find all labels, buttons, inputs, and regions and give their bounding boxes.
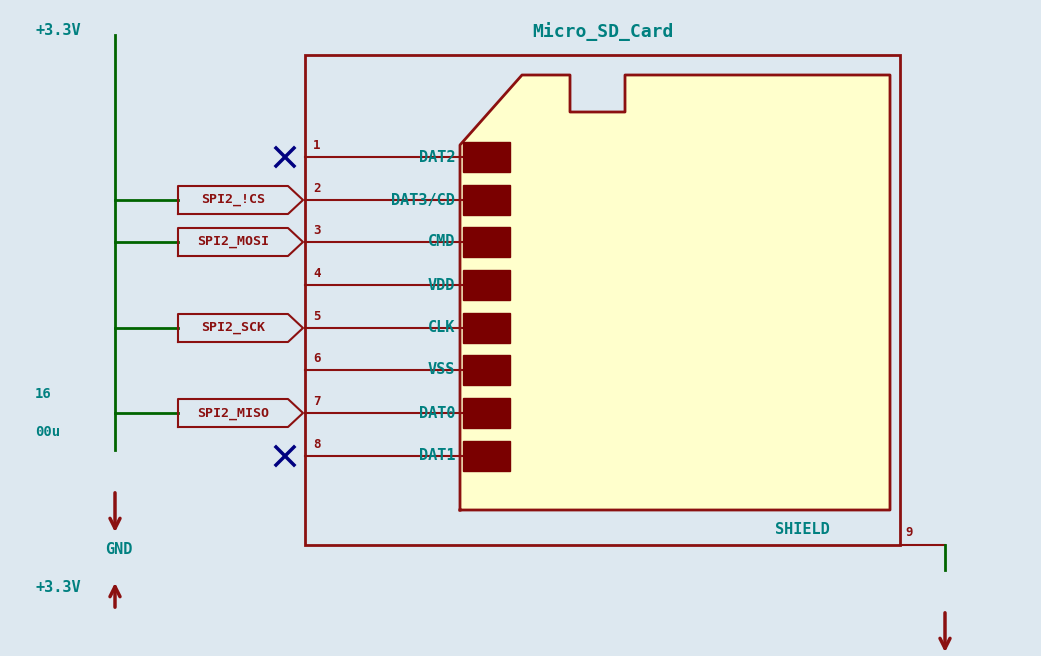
Text: CLK: CLK (428, 321, 455, 335)
Bar (463, 142, 510, 172)
Text: 4: 4 (313, 267, 321, 280)
Polygon shape (460, 75, 890, 510)
Text: 5: 5 (313, 310, 321, 323)
Text: SHIELD: SHIELD (776, 522, 830, 537)
Bar (463, 441, 510, 471)
Text: VSS: VSS (428, 363, 455, 377)
Text: Micro_SD_Card: Micro_SD_Card (532, 22, 674, 41)
Text: 3: 3 (313, 224, 321, 237)
Text: 1: 1 (313, 139, 321, 152)
Text: CMD: CMD (428, 234, 455, 249)
Bar (463, 313, 510, 343)
Text: +3.3V: +3.3V (35, 580, 80, 595)
Text: SPI2_MOSI: SPI2_MOSI (197, 236, 269, 249)
Bar (463, 270, 510, 300)
Text: 16: 16 (35, 387, 52, 401)
Text: DAT3/CD: DAT3/CD (391, 192, 455, 207)
Text: 8: 8 (313, 438, 321, 451)
Text: 9: 9 (905, 526, 913, 539)
Text: 7: 7 (313, 395, 321, 408)
Text: SPI2_!CS: SPI2_!CS (201, 194, 265, 207)
Bar (463, 398, 510, 428)
Text: DAT1: DAT1 (418, 449, 455, 464)
Text: 00u: 00u (35, 425, 60, 439)
Text: SPI2_SCK: SPI2_SCK (201, 321, 265, 335)
Text: 2: 2 (313, 182, 321, 195)
Text: DAT2: DAT2 (418, 150, 455, 165)
Text: GND: GND (105, 542, 132, 557)
Text: SPI2_MISO: SPI2_MISO (197, 407, 269, 419)
Text: +3.3V: +3.3V (35, 23, 80, 38)
Bar (463, 355, 510, 385)
Text: DAT0: DAT0 (418, 405, 455, 420)
Text: 6: 6 (313, 352, 321, 365)
Bar (305, 55, 900, 545)
Text: VDD: VDD (428, 277, 455, 293)
Bar (463, 185, 510, 215)
Bar (463, 227, 510, 257)
